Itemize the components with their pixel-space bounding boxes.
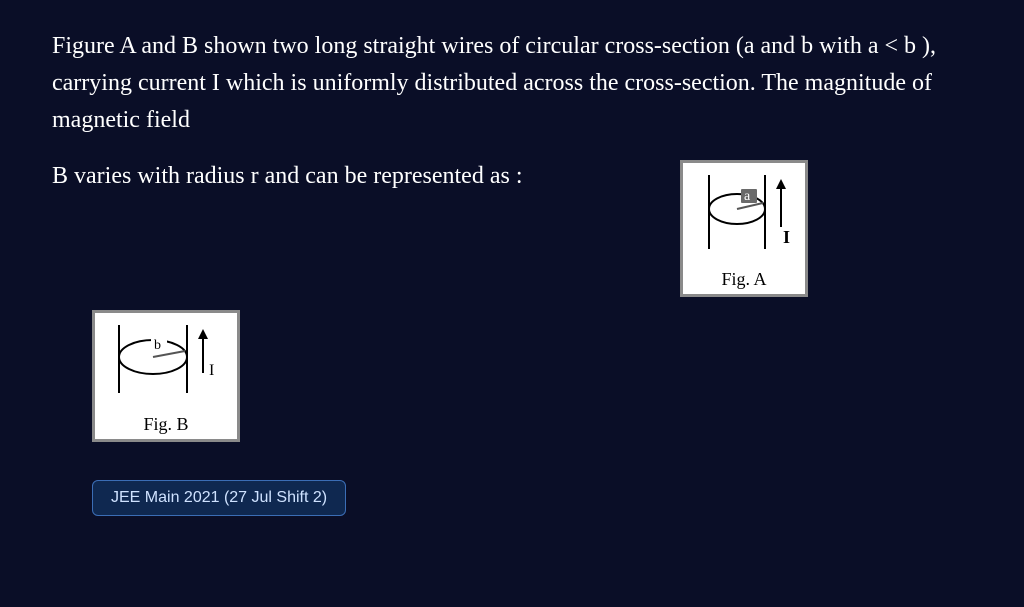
fig-b-radius-label: b <box>154 338 161 353</box>
fig-a-arrow-head <box>776 179 786 189</box>
fig-a-current-label: I <box>783 227 790 247</box>
figure-b-svg: b I <box>101 317 231 412</box>
figure-b-caption: Fig. B <box>101 414 231 435</box>
question-line2-row: B varies with radius r and can be repres… <box>52 158 972 195</box>
figure-a-caption: Fig. A <box>689 269 799 290</box>
fig-a-radius-label: a <box>744 189 751 204</box>
fig-b-arrow-head <box>198 329 208 339</box>
question-paragraph-1: Figure A and B shown two long straight w… <box>52 28 972 140</box>
figure-a-svg: a I <box>689 167 799 267</box>
figure-a-box: a I Fig. A <box>680 160 808 297</box>
figure-b-box: b I Fig. B <box>92 310 240 442</box>
exam-tag-chip[interactable]: JEE Main 2021 (27 Jul Shift 2) <box>92 480 346 516</box>
fig-b-current-label: I <box>209 362 214 379</box>
question-paragraph-2: B varies with radius r and can be repres… <box>52 158 523 195</box>
